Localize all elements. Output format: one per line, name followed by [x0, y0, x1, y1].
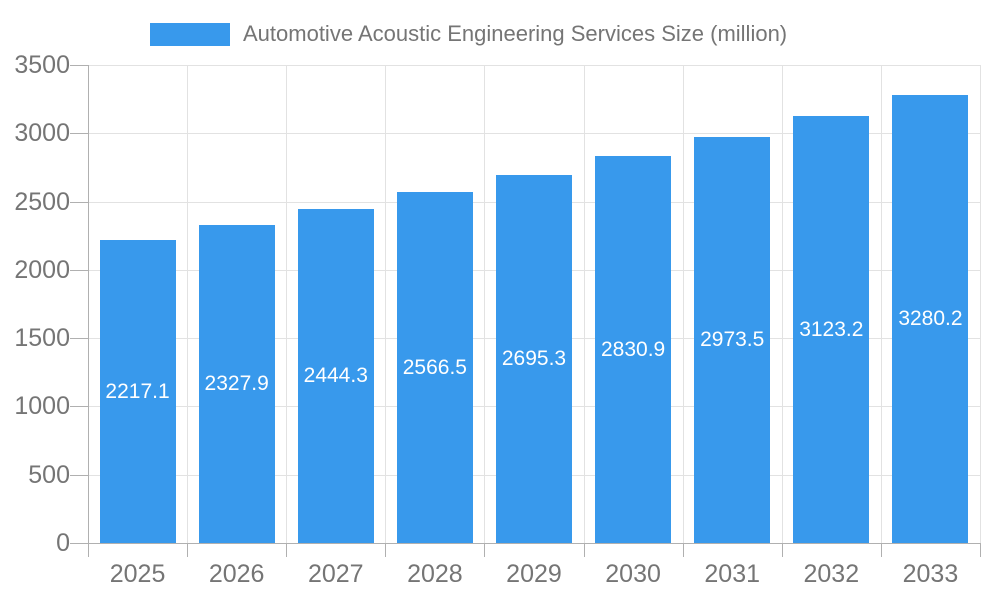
v-gridline [682, 65, 684, 543]
bar[interactable] [595, 156, 672, 543]
h-gridline [88, 133, 980, 135]
v-gridline [781, 65, 783, 543]
y-axis-tick [70, 201, 88, 203]
bar-value-label: 3280.2 [898, 307, 963, 330]
y-axis-tick-label: 0 [56, 529, 70, 557]
h-gridline [88, 65, 980, 66]
legend-label: Automotive Acoustic Engineering Services… [243, 21, 788, 46]
y-axis-tick-label: 1000 [14, 392, 70, 421]
bar-value-label: 2444.3 [303, 364, 368, 388]
x-axis-tick [682, 543, 684, 557]
y-axis-tick-label: 1500 [14, 324, 70, 353]
v-gridline [980, 65, 981, 543]
x-axis-line [88, 543, 980, 544]
x-axis-tick-label: 2029 [506, 560, 562, 588]
y-axis-tick-label: 2000 [14, 255, 70, 284]
v-gridline [286, 65, 288, 543]
y-axis-tick [70, 474, 88, 476]
x-axis-tick [484, 543, 486, 557]
x-axis-tick-label: 2025 [109, 560, 166, 588]
x-axis-tick [880, 543, 882, 557]
x-axis-tick [187, 543, 189, 557]
y-axis-tick [70, 338, 88, 340]
x-axis-tick-label: 2026 [208, 560, 265, 588]
bar-value-label: 2973.5 [700, 327, 765, 351]
legend[interactable]: Automotive Acoustic Engineering Services… [150, 21, 787, 47]
x-axis-tick [583, 543, 585, 557]
bar-value-label: 2695.3 [501, 346, 567, 370]
x-axis-tick [286, 543, 288, 557]
y-axis-tick-label: 500 [28, 460, 70, 489]
bar[interactable] [297, 209, 374, 543]
bar[interactable] [496, 174, 572, 543]
y-axis-tick-label: 2500 [14, 187, 70, 216]
v-gridline [385, 65, 387, 543]
x-axis-tick [88, 543, 89, 557]
x-axis-tick-label: 2032 [803, 560, 860, 588]
y-axis-tick [70, 543, 88, 544]
v-gridline [187, 65, 189, 543]
y-axis-line [88, 65, 89, 543]
y-axis-tick [70, 65, 88, 66]
x-axis-tick-label: 2033 [902, 560, 959, 588]
bar[interactable] [99, 240, 176, 543]
bar-value-label: 2566.5 [402, 355, 467, 379]
y-axis-tick-label: 3000 [14, 119, 70, 148]
x-axis-tick-label: 2031 [704, 560, 761, 588]
bar[interactable] [694, 136, 771, 543]
bar[interactable] [892, 95, 969, 543]
x-axis-tick-label: 2030 [605, 560, 661, 588]
bar[interactable] [396, 192, 473, 543]
y-axis-tick-label: 3500 [14, 51, 70, 79]
x-axis-tick [385, 543, 387, 557]
y-axis-tick [70, 133, 88, 135]
x-axis-tick-label: 2027 [307, 560, 364, 588]
v-gridline [583, 65, 585, 543]
v-gridline [880, 65, 882, 543]
x-axis-tick [781, 543, 783, 557]
v-gridline [484, 65, 486, 543]
y-axis-tick [70, 269, 88, 271]
bar-value-label: 2830.9 [600, 337, 666, 361]
bar[interactable] [793, 116, 870, 543]
x-axis-tick [980, 543, 981, 557]
y-axis-tick [70, 406, 88, 408]
x-axis-tick-label: 2028 [407, 560, 463, 588]
legend-swatch [150, 22, 230, 46]
bar[interactable] [198, 225, 275, 543]
bar-value-label: 2327.9 [204, 372, 269, 396]
bar-value-label: 2217.1 [105, 379, 170, 403]
bar-value-label: 3123.2 [799, 317, 864, 341]
